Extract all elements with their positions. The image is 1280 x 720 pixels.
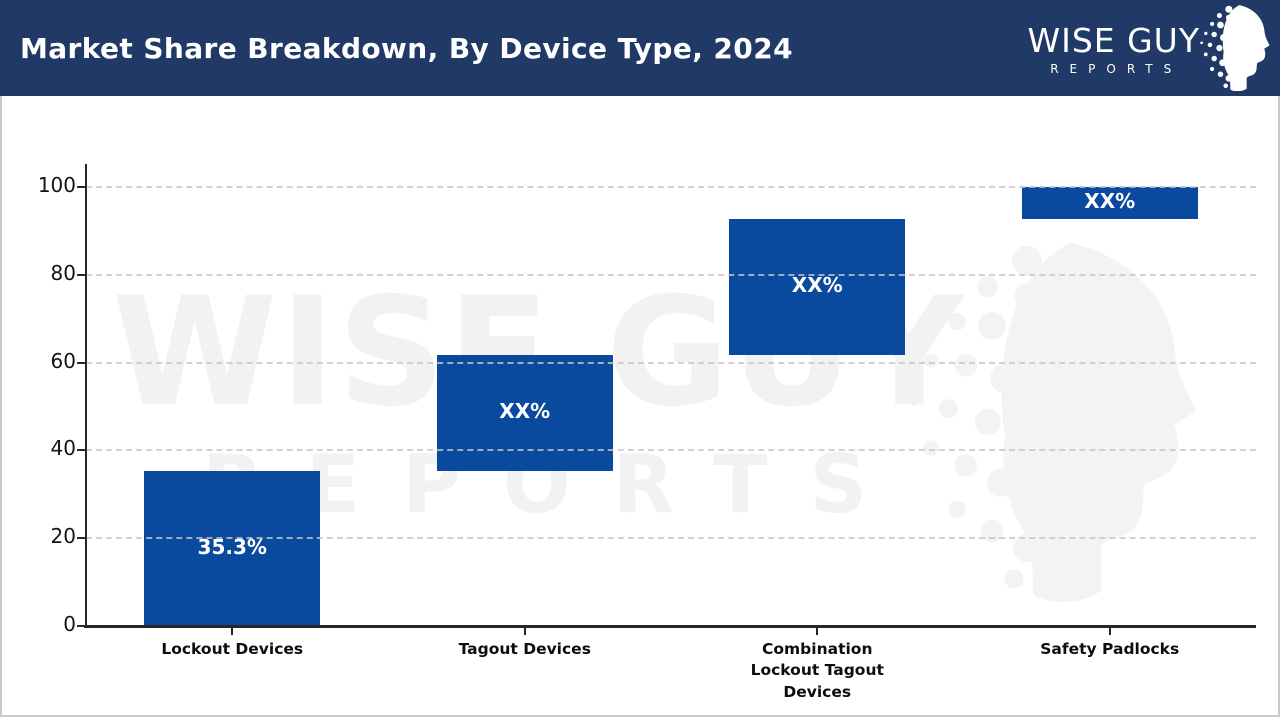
y-tick-label: 20 [50,524,76,549]
y-axis-tick [77,361,86,364]
gridline-20 [86,537,1256,540]
wise-guy-head-icon [1190,3,1274,95]
y-axis-tick [77,625,86,627]
y-tick-label: 80 [50,260,76,285]
page-title: Market Share Breakdown, By Device Type, … [20,31,793,65]
y-axis-spine [85,164,87,628]
x-axis-spine [84,625,1256,628]
category-label: Safety Padlocks [1040,640,1180,658]
page-border-right [1278,96,1280,716]
category-label: Tagout Devices [458,640,591,658]
y-tick-label: 0 [63,612,76,636]
y-axis-tick [77,273,86,276]
category-label: Combination Lockout Tagout Devices [750,640,884,701]
logo-wordmark: WISE GUY REPORTS [1027,24,1200,75]
bar-value-label: XX% [1084,189,1136,214]
y-tick-label: 40 [50,436,76,461]
logo-secondary-text: REPORTS [1050,61,1183,76]
bar-4 [1021,187,1198,220]
y-axis-tick [77,449,86,452]
gridline-60 [86,361,1256,364]
bar-value-label: XX% [791,272,843,297]
y-tick-label: 60 [50,348,76,373]
bar-1 [144,471,321,626]
watermark-head-icon [870,220,1210,619]
y-axis-tick [77,537,86,540]
y-tick-label: 100 [37,173,76,197]
bar-2 [436,354,613,472]
category-label: Lockout Devices [161,640,304,658]
logo-primary-text: WISE GUY [1027,20,1200,60]
gridline-80 [86,273,1256,276]
wise-guy-logo: WISE GUY REPORTS [1027,3,1274,95]
x-axis-tick [1108,628,1111,635]
x-axis-tick [523,628,526,635]
x-axis-tick [816,628,819,635]
x-axis-tick [231,628,234,635]
page-border-bottom [0,715,1280,717]
bar-value-label: XX% [499,398,551,423]
page-border-left [0,96,2,716]
gridline-100 [86,186,1256,188]
bar-value-label: 35.3% [197,534,267,559]
gridline-40 [86,449,1256,452]
header-bar: Market Share Breakdown, By Device Type, … [0,0,1280,96]
y-axis-tick [77,186,86,188]
bar-3 [729,219,906,355]
